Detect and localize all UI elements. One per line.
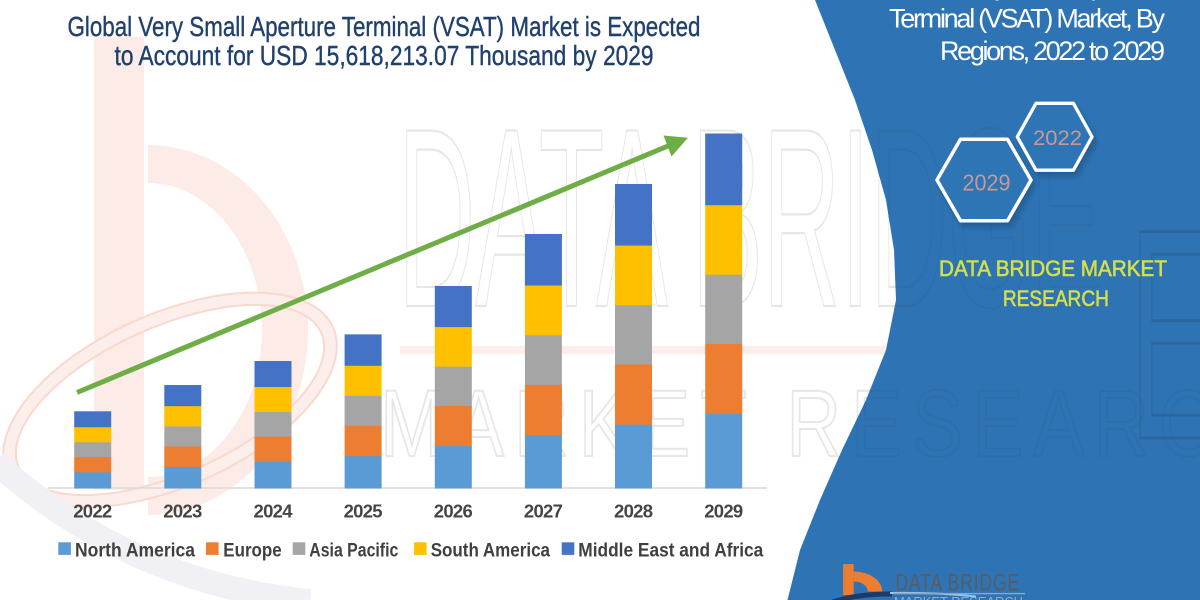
svg-text:2022: 2022 (73, 501, 112, 522)
svg-text:2024: 2024 (254, 501, 294, 522)
svg-text:2029: 2029 (963, 169, 1011, 195)
svg-text:2026: 2026 (434, 501, 473, 522)
svg-text:South America: South America (431, 541, 551, 562)
svg-text:Regions, 2022 to 2029: Regions, 2022 to 2029 (940, 36, 1165, 66)
svg-text:DATA BRIDGE MARKET: DATA BRIDGE MARKET (939, 256, 1167, 281)
svg-text:2023: 2023 (163, 501, 202, 522)
svg-text:Global Very Small Aperture: Global Very Small Aperture (887, 0, 1165, 1)
svg-text:DATA BRIDGE: DATA BRIDGE (895, 569, 1020, 597)
svg-text:Asia Pacific: Asia Pacific (309, 541, 398, 562)
svg-text:to Account for USD 15,618,213.: to Account for USD 15,618,213.07 Thousan… (115, 40, 654, 71)
svg-text:MARKET RESEARCH: MARKET RESEARCH (894, 595, 1023, 600)
svg-text:North America: North America (75, 541, 195, 562)
svg-text:RESEARCH: RESEARCH (1003, 286, 1109, 311)
svg-text:Global Very Small Aperture Ter: Global Very Small Aperture Terminal (VSA… (68, 11, 701, 42)
svg-text:2029: 2029 (704, 501, 743, 522)
svg-text:E: E (1130, 167, 1200, 502)
svg-text:2025: 2025 (344, 501, 383, 522)
svg-text:2027: 2027 (524, 501, 563, 522)
svg-text:2028: 2028 (614, 501, 653, 522)
svg-text:2022: 2022 (1033, 127, 1082, 150)
svg-text:Terminal (VSAT) Market, By: Terminal (VSAT) Market, By (889, 4, 1166, 34)
svg-text:Middle East and Africa: Middle East and Africa (578, 541, 763, 562)
svg-text:Europe: Europe (223, 541, 281, 562)
